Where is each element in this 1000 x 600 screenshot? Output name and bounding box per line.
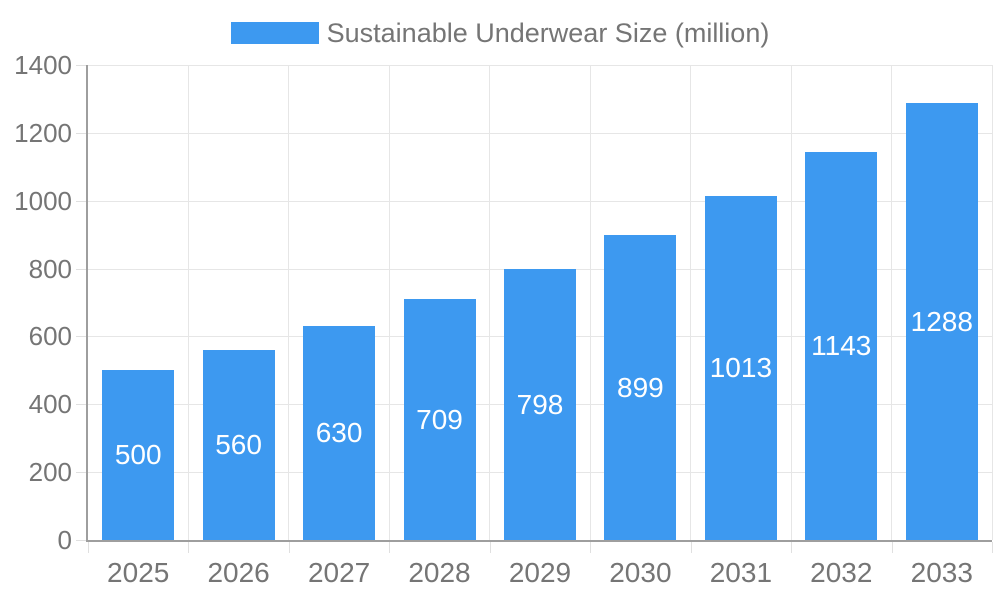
y-axis-tick (76, 200, 88, 202)
bar (303, 326, 376, 541)
y-gridline (88, 132, 992, 134)
x-axis-tick (992, 542, 993, 553)
bar (704, 196, 777, 540)
y-axis-tick-label: 800 (28, 253, 72, 284)
bar (905, 103, 978, 540)
y-axis-tick (76, 132, 88, 134)
x-gridline (690, 65, 692, 540)
y-axis-tick-label: 1400 (14, 50, 72, 80)
y-axis-tick-label: 1200 (14, 117, 72, 148)
x-axis-tick (891, 542, 893, 553)
y-axis-tick (76, 540, 88, 541)
y-axis-tick-label: 400 (28, 389, 72, 420)
x-gridline (489, 65, 491, 540)
x-axis-tick-label: 2026 (207, 557, 270, 588)
x-gridline (288, 65, 290, 540)
x-axis-tick-label: 2029 (508, 557, 572, 588)
x-gridline (388, 65, 390, 540)
x-axis-tick (288, 542, 290, 553)
y-axis-tick (76, 65, 88, 66)
x-axis-tick-label: 2025 (107, 557, 170, 588)
bar (604, 235, 677, 540)
legend-swatch (230, 22, 319, 44)
x-axis-tick-label: 2032 (810, 557, 873, 588)
x-axis-tick-label: 2033 (910, 557, 973, 588)
x-gridline (991, 65, 993, 540)
bar (504, 269, 576, 541)
y-axis-tick (76, 472, 88, 474)
x-axis-tick-label: 2031 (709, 557, 773, 588)
x-axis-tick (389, 542, 391, 553)
legend-label: Sustainable Underwear Size (million) (326, 17, 770, 48)
x-axis-tick-label: 2030 (609, 557, 672, 588)
x-gridline (790, 65, 792, 540)
y-axis-tick-label: 200 (28, 457, 72, 488)
x-axis-tick (590, 542, 592, 553)
bar (403, 299, 476, 540)
y-gridline (88, 65, 992, 66)
y-axis-tick (76, 404, 88, 406)
x-axis-tick (489, 542, 491, 553)
y-axis-line (86, 65, 88, 542)
x-axis-tick (791, 542, 793, 553)
bar (202, 350, 275, 540)
x-axis-tick-label: 2027 (307, 557, 371, 588)
x-axis-tick (88, 542, 89, 553)
chart-legend[interactable]: Sustainable Underwear Size (million) (0, 18, 1000, 48)
x-gridline (891, 65, 893, 540)
y-gridline (88, 268, 992, 270)
y-axis-tick-label: 0 (57, 525, 72, 555)
x-gridline (589, 65, 591, 540)
bar (805, 152, 878, 540)
y-gridline (88, 200, 992, 202)
x-axis-tick-label: 2028 (408, 557, 471, 588)
bar (102, 370, 175, 540)
y-axis-tick-label: 1000 (14, 185, 72, 216)
x-axis-line (86, 540, 992, 542)
x-axis-tick (188, 542, 190, 553)
x-axis-tick (690, 542, 692, 553)
y-axis-tick (76, 268, 88, 270)
x-gridline (187, 65, 189, 540)
y-axis-tick-label: 600 (28, 321, 72, 352)
plot-area: 500 560 630 709 798 899 1013 1143 1288 (88, 65, 993, 541)
y-axis-tick (76, 336, 88, 338)
